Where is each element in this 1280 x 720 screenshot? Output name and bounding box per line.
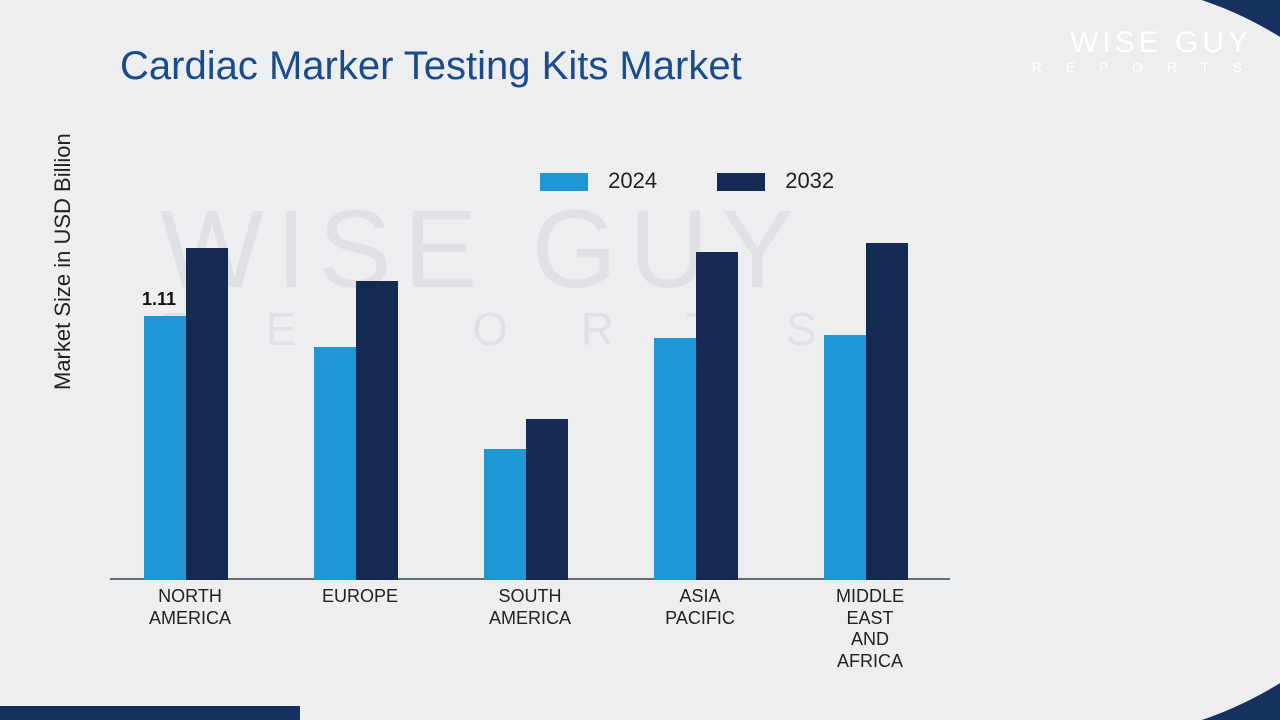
bar-series-b	[526, 419, 568, 581]
brand-logo-sub: R E P O R T S	[1032, 60, 1252, 74]
plot-area: 1.11	[110, 200, 950, 580]
legend: 2024 2032	[540, 168, 834, 194]
legend-swatch-a	[540, 173, 588, 191]
bar-series-b	[866, 243, 908, 580]
brand-logo-main: WISE GUY	[1032, 28, 1252, 58]
legend-item-a: 2024	[540, 168, 657, 194]
bar-series-b	[696, 252, 738, 580]
right-band	[960, 0, 1280, 720]
bar-series-a	[144, 316, 186, 580]
bar-series-a	[824, 335, 866, 580]
legend-label-a: 2024	[608, 168, 657, 193]
bar-series-a	[314, 347, 356, 580]
x-axis-label: EUROPE	[300, 586, 420, 608]
y-axis-label: Market Size in USD Billion	[50, 133, 76, 390]
value-label: 1.11	[142, 289, 176, 310]
bar-series-a	[484, 449, 526, 580]
page-root: WISE GUY R E P O R T S Cardiac Marker Te…	[0, 0, 1280, 720]
legend-swatch-b	[717, 173, 765, 191]
brand-logo: WISE GUY R E P O R T S	[1032, 28, 1252, 74]
bar-series-a	[654, 338, 696, 580]
x-axis-label: ASIAPACIFIC	[640, 586, 760, 629]
legend-item-b: 2032	[717, 168, 834, 194]
bar-series-b	[186, 248, 228, 581]
x-axis-label: SOUTHAMERICA	[470, 586, 590, 629]
footer-accent-bar	[0, 706, 300, 720]
x-axis-label: NORTHAMERICA	[130, 586, 250, 629]
chart-title: Cardiac Marker Testing Kits Market	[120, 44, 742, 89]
x-axis-label: MIDDLEEASTANDAFRICA	[810, 586, 930, 672]
legend-label-b: 2032	[785, 168, 834, 193]
bar-series-b	[356, 281, 398, 580]
